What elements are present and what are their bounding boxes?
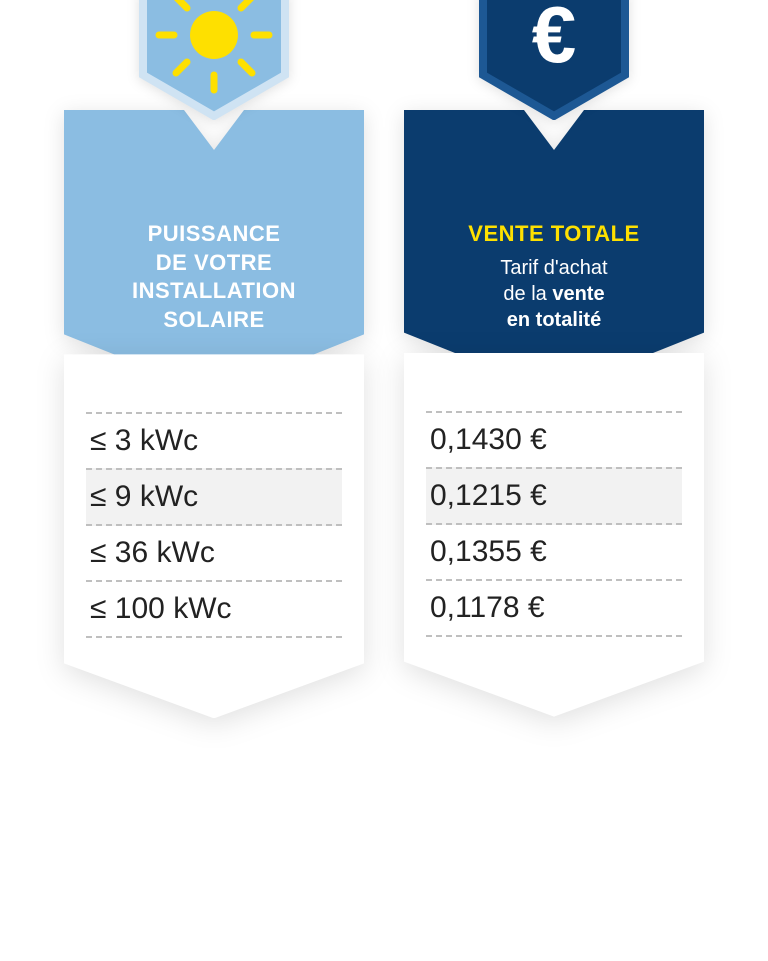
column-price: € VENTE TOTALE Tarif d'achat de la vente…: [404, 40, 704, 717]
price-row: 0,1215 €: [426, 467, 682, 525]
infographic: PUISSANCE DE VOTRE INSTALLATION SOLAIRE …: [40, 40, 728, 718]
price-row: 0,1430 €: [426, 411, 682, 469]
svg-text:€: €: [532, 0, 577, 79]
power-row: ≤ 36 kWc: [86, 524, 342, 582]
power-row: ≤ 9 kWc: [86, 468, 342, 526]
hex-icon-wrap: €: [479, 0, 629, 125]
price-row: 0,1178 €: [426, 579, 682, 637]
hex-icon-wrap: [139, 0, 289, 125]
sun-hexagon: [139, 0, 289, 120]
header-price: VENTE TOTALE Tarif d'achat de la vente e…: [404, 110, 704, 393]
power-title: PUISSANCE DE VOTRE INSTALLATION SOLAIRE: [88, 220, 340, 334]
power-row: ≤ 3 kWc: [86, 412, 342, 470]
power-row: ≤ 100 kWc: [86, 580, 342, 638]
column-power: PUISSANCE DE VOTRE INSTALLATION SOLAIRE …: [64, 40, 364, 718]
euro-hexagon: €: [479, 0, 629, 120]
body-price: 0,1430 € 0,1215 € 0,1355 € 0,1178 €: [404, 353, 704, 717]
header-power: PUISSANCE DE VOTRE INSTALLATION SOLAIRE: [64, 110, 364, 394]
body-power: ≤ 3 kWc ≤ 9 kWc ≤ 36 kWc ≤ 100 kWc: [64, 354, 364, 718]
price-title: VENTE TOTALE: [428, 220, 680, 249]
price-subtitle: Tarif d'achat de la vente en totalité: [428, 255, 680, 333]
price-row: 0,1355 €: [426, 523, 682, 581]
